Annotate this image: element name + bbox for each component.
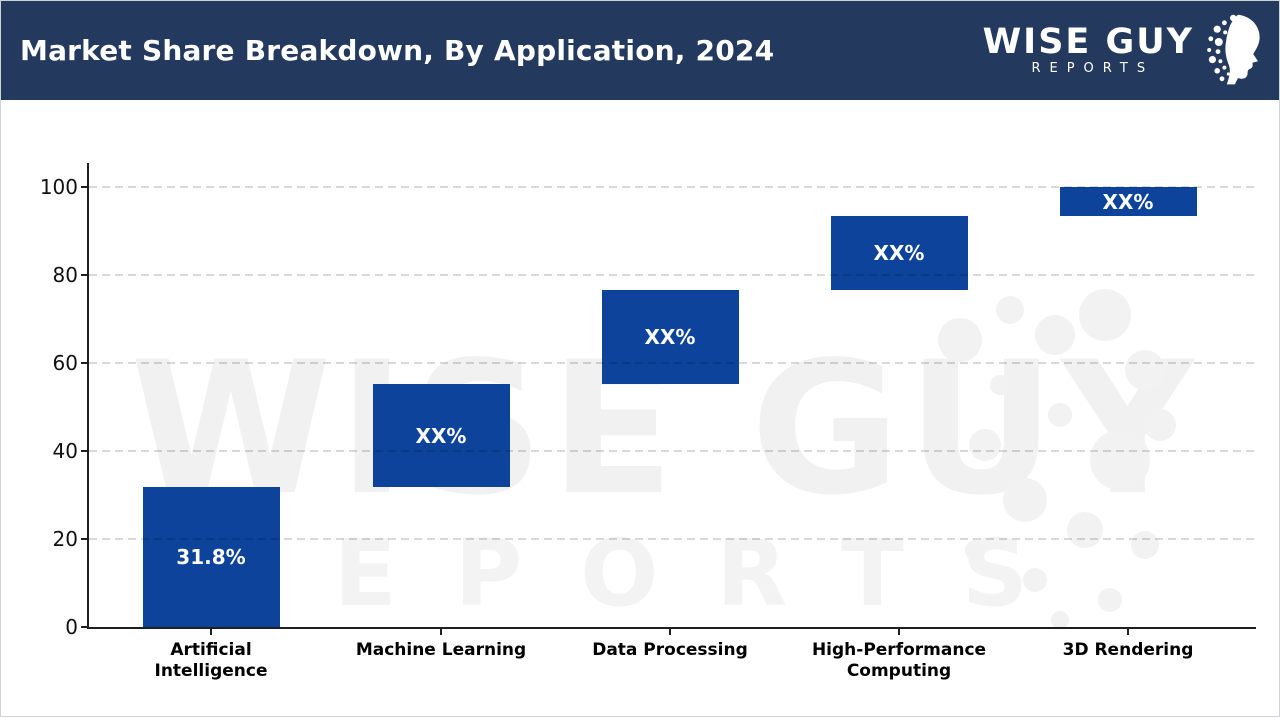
x-axis-tick-mark <box>440 627 442 635</box>
y-gridline <box>89 450 1256 452</box>
bar-segment: XX% <box>601 289 739 385</box>
y-gridline <box>89 186 1256 188</box>
x-axis-tick-mark <box>669 627 671 635</box>
y-axis-line <box>87 163 89 629</box>
watermark-subtext: REPORTS <box>205 520 1087 627</box>
logo-face-icon <box>1207 14 1260 85</box>
y-gridline <box>89 274 1256 276</box>
header-bar: Market Share Breakdown, By Application, … <box>0 0 1280 100</box>
x-axis-tick-mark <box>1127 627 1129 635</box>
y-axis-tick-mark <box>81 274 89 276</box>
bar-segment: XX% <box>830 216 968 290</box>
x-axis-tick-mark <box>210 627 212 635</box>
watermark-face-icon <box>938 289 1176 629</box>
bar-value-label: 31.8% <box>176 545 246 570</box>
bar-segment: 31.8% <box>142 487 280 627</box>
y-axis-tick-mark <box>81 538 89 540</box>
bar-value-label: XX% <box>415 423 467 448</box>
page-title: Market Share Breakdown, By Application, … <box>20 33 775 67</box>
brand-subtitle: REPORTS <box>1031 61 1155 76</box>
x-axis-category-label: Artificial Intelligence <box>154 640 268 681</box>
y-axis-tick-mark <box>81 450 89 452</box>
bar-value-label: XX% <box>1102 189 1154 214</box>
y-gridline <box>89 538 1256 540</box>
x-axis-category-label: High-Performance Computing <box>811 640 987 681</box>
bar-value-label: XX% <box>873 240 925 265</box>
y-axis-tick-label: 40 <box>52 439 78 463</box>
chart-area: WISE GUY REPORTS 31.8% XX% XX% XX% XX% 0 20 40 6… <box>0 100 1280 720</box>
bar-segment: XX% <box>372 384 510 488</box>
brand-logo: WISE GUY REPORTS <box>983 9 1262 91</box>
x-axis-category-label: Machine Learning <box>355 640 527 660</box>
brand-logo-text: WISE GUY REPORTS <box>983 24 1194 76</box>
y-axis-tick-label: 0 <box>65 615 78 639</box>
y-axis-tick-label: 80 <box>52 263 78 287</box>
x-axis-category-label: Data Processing <box>592 640 748 660</box>
y-axis-tick-mark <box>81 362 89 364</box>
y-gridline <box>89 362 1256 364</box>
bar-value-label: XX% <box>644 325 696 350</box>
y-axis-tick-label: 20 <box>52 527 78 551</box>
y-axis-tick-label: 100 <box>39 175 78 199</box>
brand-name: WISE GUY <box>982 22 1194 62</box>
x-axis-category-label: 3D Rendering <box>1062 640 1194 660</box>
bar-segment: XX% <box>1059 187 1197 217</box>
y-axis-tick-mark <box>81 186 89 188</box>
x-axis-tick-mark <box>898 627 900 635</box>
x-axis-line <box>87 627 1256 629</box>
y-axis-tick-label: 60 <box>52 351 78 375</box>
y-axis-tick-mark <box>81 626 89 628</box>
